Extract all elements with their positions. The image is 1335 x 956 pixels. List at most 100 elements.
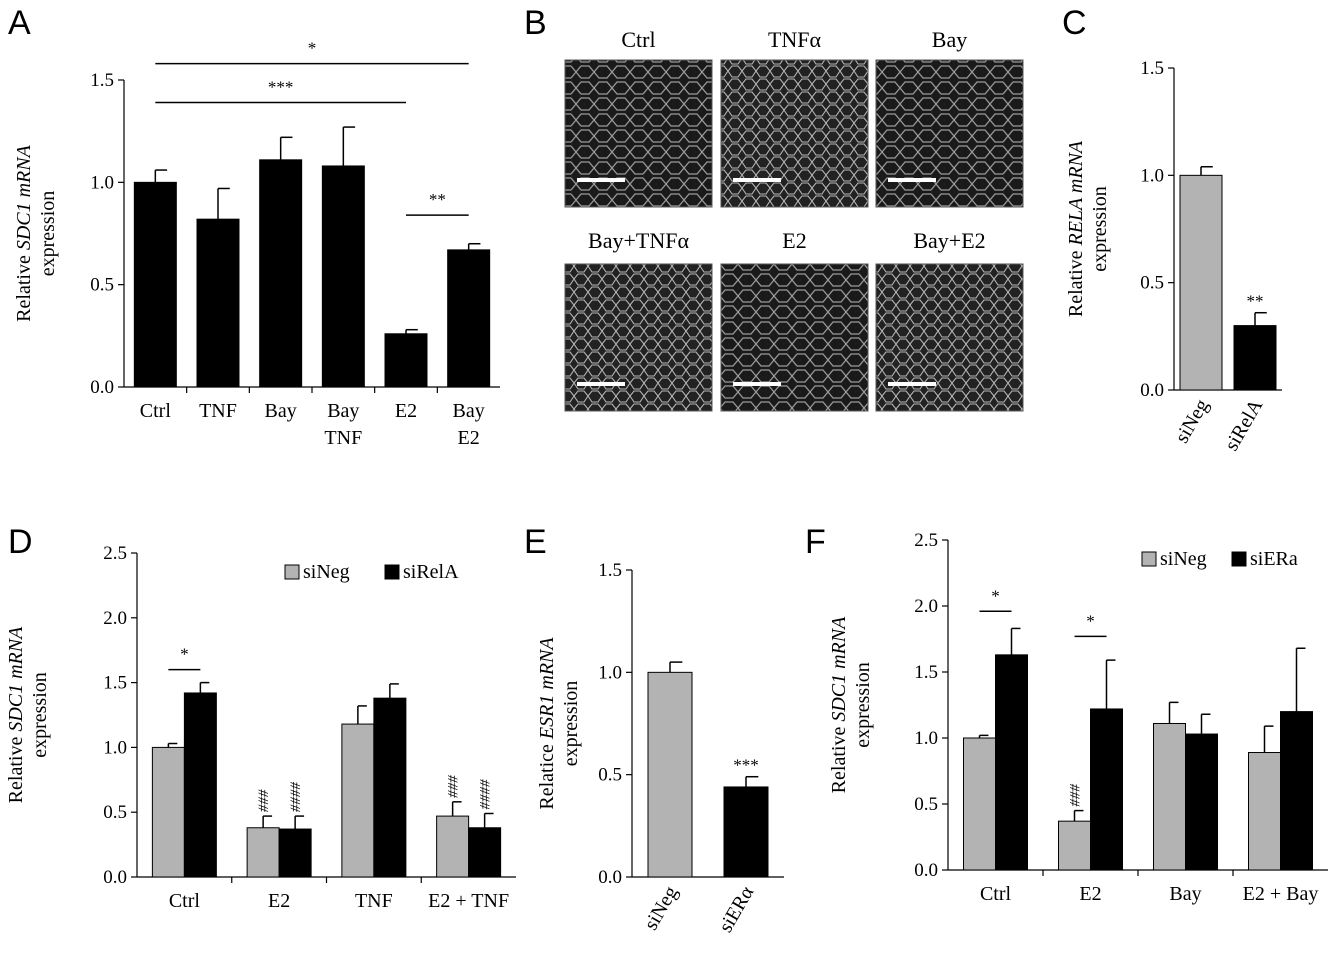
chart-c: 0.0 0.5 1.0 1.5 Relative RELA mRNA expression… <box>1065 58 1282 455</box>
y-tick-label: 2.5 <box>103 543 127 564</box>
y-axis-label: Relative SDC1 mRNA <box>13 144 35 321</box>
bar <box>1153 722 1186 871</box>
chart-e: 0.0 0.5 1.0 1.5 Relatice ESR1 mRNA expression… <box>536 560 784 936</box>
y-axis-label: Relative SDC1 mRNA <box>828 616 850 793</box>
significance-label: *** <box>268 78 294 97</box>
bar <box>436 815 470 878</box>
y-tick-label: 0.0 <box>598 867 622 888</box>
bar <box>341 723 375 878</box>
legend-label: siERa <box>1250 548 1298 570</box>
chart-d: 0.0 0.5 1.0 1.5 2.0 2.5 Relative SDC1 mRNA expr… <box>5 543 516 912</box>
y-axis-label-line2: expression <box>1089 186 1111 272</box>
bar <box>647 671 693 878</box>
hash-label: #### <box>478 779 494 810</box>
y-tick-label: 1.5 <box>90 70 114 91</box>
bar <box>723 786 769 878</box>
x-category-label: E2 <box>1079 883 1101 905</box>
y-tick-label: 1.0 <box>90 172 114 193</box>
legend-swatch <box>384 564 400 580</box>
x-category-label: Ctrl <box>140 400 172 422</box>
y-tick-label: 0.0 <box>90 377 114 398</box>
y-axis-label: Relatice ESR1 mRNA <box>536 637 558 810</box>
bar <box>183 692 217 878</box>
hash-label: ### <box>256 789 272 812</box>
bar <box>1090 708 1123 871</box>
bar <box>1248 752 1281 871</box>
micrograph-image <box>875 59 1024 208</box>
panel-letter-a: A <box>8 4 31 42</box>
panel-letter-c: C <box>1062 4 1087 42</box>
chart-f: 0.0 0.5 1.0 1.5 2.0 2.5 Relative SDC1 mRNA expr… <box>828 530 1328 905</box>
x-category-label: E2 <box>268 890 290 912</box>
x-category-label: siRelA <box>1220 395 1267 455</box>
y-tick-label: 0.5 <box>598 765 622 786</box>
bar <box>1058 820 1091 871</box>
y-tick-label: 0.5 <box>1140 273 1164 294</box>
y-axis-label-line2: expression <box>852 662 874 748</box>
y-tick-label: 0.0 <box>914 860 938 881</box>
significance-label: *** <box>733 756 759 775</box>
legend-swatch <box>1231 551 1247 567</box>
micrograph-label: Bay+TNFα <box>588 228 689 253</box>
x-category-label: siNeg <box>1171 396 1213 447</box>
micrograph-label: Ctrl <box>621 27 655 52</box>
micrograph-label: E2 <box>782 228 806 253</box>
bar <box>447 249 491 388</box>
bar <box>259 159 303 388</box>
x-category-label: E2 + Bay <box>1243 883 1319 905</box>
bar <box>1233 325 1277 391</box>
micrograph-label: TNFα <box>768 27 822 52</box>
y-tick-label: 0.5 <box>914 794 938 815</box>
bar <box>1185 733 1218 871</box>
significance-label: * <box>180 645 189 664</box>
y-tick-label: 1.5 <box>1140 58 1164 79</box>
y-tick-label: 0.5 <box>103 802 127 823</box>
y-tick-label: 1.0 <box>103 737 127 758</box>
hash-label: ### <box>446 775 462 798</box>
micrograph-image <box>720 263 869 412</box>
y-tick-label: 0.5 <box>90 275 114 296</box>
y-tick-label: 0.0 <box>103 867 127 888</box>
x-category-label: E2 + TNF <box>428 890 509 912</box>
micrograph-grid: Ctrl TNFα Bay Bay+TNFα E2 Bay+E2 <box>564 27 1024 412</box>
x-category-label: Bay <box>327 400 359 422</box>
y-tick-label: 1.5 <box>598 560 622 581</box>
y-axis-label: Relative SDC1 mRNA <box>5 626 27 803</box>
y-tick-label: 2.5 <box>914 530 938 551</box>
hash-label: #### <box>288 782 304 813</box>
panel-letter-d: D <box>8 523 33 561</box>
x-category-label: E2 <box>395 400 417 422</box>
y-axis-label: Relative RELA mRNA <box>1065 140 1087 317</box>
x-category-label: siNeg <box>640 883 682 934</box>
legend-label: siNeg <box>1160 548 1207 570</box>
micrograph-image <box>720 59 869 208</box>
y-axis-label-line2: expression <box>29 672 51 758</box>
y-tick-label: 1.0 <box>914 728 938 749</box>
y-tick-label: 1.5 <box>103 673 127 694</box>
y-tick-label: 0.0 <box>1140 380 1164 401</box>
significance-label: ** <box>1247 292 1264 311</box>
x-category-label: TNF <box>199 400 237 422</box>
bar <box>133 181 177 388</box>
legend-label: siNeg <box>303 561 350 583</box>
significance-label: ** <box>429 190 446 209</box>
y-tick-label: 1.5 <box>914 662 938 683</box>
y-tick-label: 1.0 <box>598 662 622 683</box>
bar <box>151 746 185 878</box>
legend-swatch <box>284 564 300 580</box>
x-category-label: siERα <box>715 882 759 936</box>
micrograph-image <box>564 59 713 208</box>
micrograph-image <box>564 263 713 412</box>
micrograph-label: Bay <box>932 27 967 52</box>
significance-label: * <box>1086 611 1095 630</box>
bar <box>384 333 428 388</box>
x-category-label: TNF <box>355 890 393 912</box>
y-axis-label-line2: expression <box>37 191 59 277</box>
bar <box>321 165 365 388</box>
bar <box>1179 174 1223 391</box>
significance-label: * <box>308 39 317 58</box>
bar <box>278 828 312 878</box>
y-tick-label: 2.0 <box>103 608 127 629</box>
bar <box>196 218 240 388</box>
